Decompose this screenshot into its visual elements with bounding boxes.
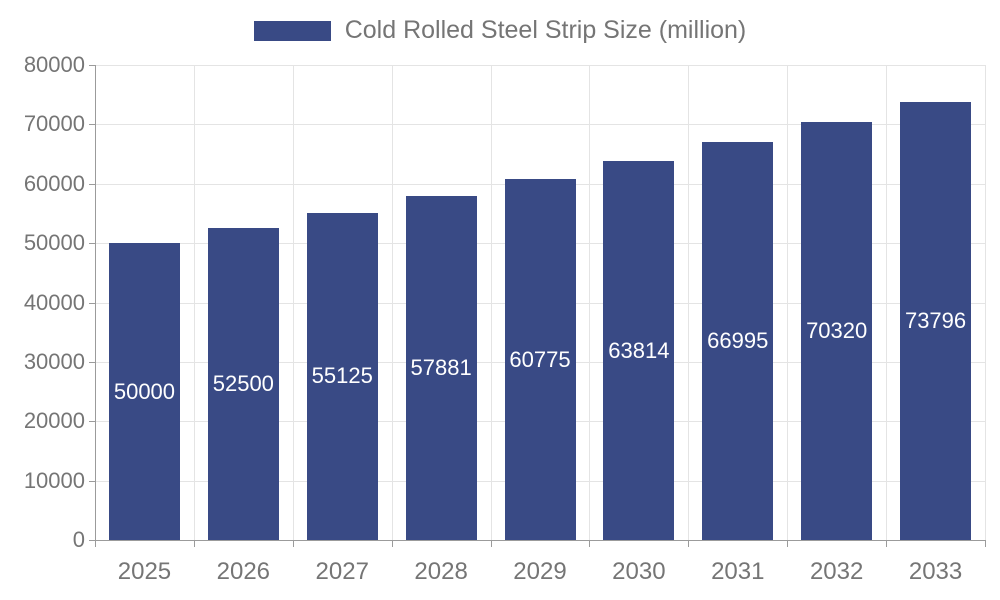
v-gridline	[589, 65, 591, 540]
bar	[603, 161, 675, 540]
y-axis-tick	[89, 243, 95, 245]
x-axis-tick	[787, 540, 789, 547]
legend: Cold Rolled Steel Strip Size (million)	[0, 16, 1000, 45]
y-tick-label: 60000	[23, 170, 85, 196]
bar	[405, 196, 477, 540]
y-tick-label: 30000	[23, 348, 85, 374]
bar-value-label: 70320	[806, 318, 868, 344]
bar-value-label: 52500	[212, 371, 274, 397]
legend-label[interactable]: Cold Rolled Steel Strip Size (million)	[344, 16, 747, 44]
x-tick-label: 2030	[612, 558, 666, 585]
bar-value-label: 66995	[707, 328, 769, 354]
x-axis-tick	[985, 540, 986, 547]
bar	[306, 212, 378, 540]
y-axis-tick	[89, 540, 95, 541]
y-tick-label: 40000	[23, 289, 85, 315]
x-axis-tick	[95, 540, 96, 547]
x-axis-tick	[292, 540, 294, 547]
y-tick-label: 10000	[23, 467, 85, 493]
v-gridline	[193, 65, 195, 540]
bar-value-label: 55125	[311, 363, 373, 389]
x-tick-label: 2026	[216, 558, 271, 585]
bar-value-label: 73796	[904, 307, 967, 333]
y-axis-tick	[89, 361, 95, 363]
v-gridline	[688, 65, 690, 540]
v-gridline	[490, 65, 492, 540]
bar-value-label: 60775	[509, 346, 571, 372]
x-axis-tick	[688, 540, 690, 547]
bar-value-label: 50000	[113, 378, 176, 404]
bar	[801, 122, 873, 540]
h-gridline	[95, 65, 985, 66]
v-gridline	[292, 65, 294, 540]
x-tick-label: 2032	[809, 558, 864, 585]
y-tick-label: 80000	[23, 52, 85, 77]
y-axis-tick	[89, 183, 95, 185]
v-gridline	[886, 65, 888, 540]
x-tick-label: 2033	[908, 558, 963, 585]
x-tick-label: 2028	[414, 558, 468, 585]
bar	[702, 142, 774, 540]
bar	[108, 243, 180, 540]
x-axis-tick	[886, 540, 888, 547]
bar-value-label: 63814	[608, 337, 670, 363]
y-tick-label: 20000	[23, 408, 85, 434]
x-tick-label: 2025	[117, 558, 172, 585]
y-tick-label: 50000	[23, 230, 85, 256]
x-tick-label: 2029	[513, 558, 567, 585]
bar	[207, 228, 279, 540]
legend-swatch[interactable]	[253, 20, 331, 41]
y-axis-line	[95, 65, 96, 541]
v-gridline	[985, 65, 986, 540]
h-gridline	[95, 124, 985, 126]
v-gridline	[787, 65, 789, 540]
y-tick-label: 70000	[23, 111, 85, 137]
x-tick-label: 2027	[315, 558, 369, 585]
y-axis-tick	[89, 65, 95, 66]
x-axis-line	[95, 540, 986, 541]
bar	[504, 179, 576, 540]
x-axis-tick	[193, 540, 195, 547]
y-axis-tick	[89, 421, 95, 423]
y-tick-label: 0	[72, 527, 85, 552]
x-axis-tick	[490, 540, 492, 547]
bar	[900, 101, 972, 540]
y-axis-tick	[89, 480, 95, 482]
y-axis-tick	[89, 124, 95, 126]
x-axis-tick	[391, 540, 393, 547]
x-tick-label: 2031	[711, 558, 765, 585]
v-gridline	[391, 65, 393, 540]
y-axis-tick	[89, 302, 95, 304]
bar-value-label: 57881	[410, 355, 472, 381]
x-axis-tick	[589, 540, 591, 547]
